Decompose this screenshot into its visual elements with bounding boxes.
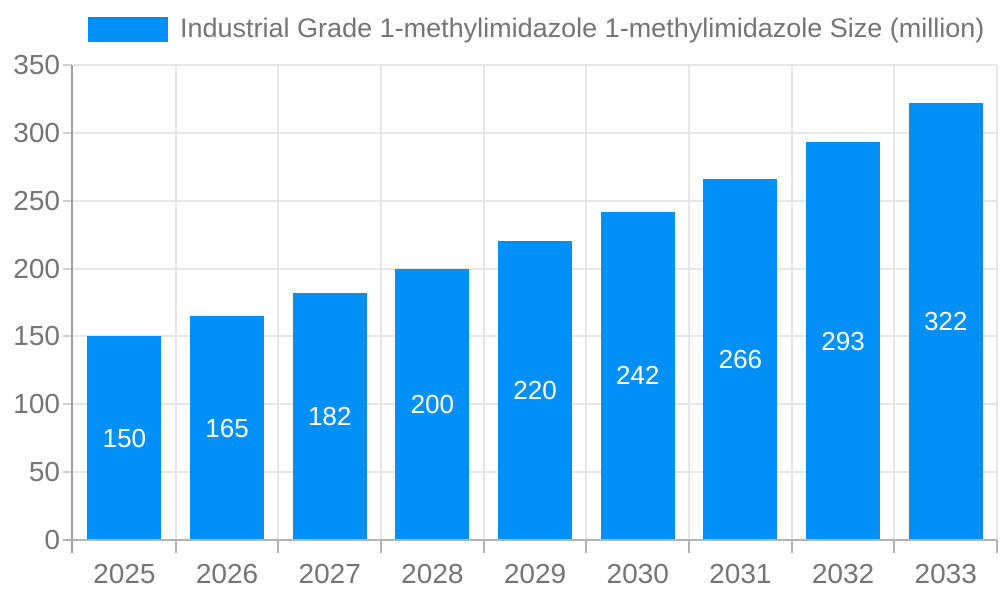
x-tick-mark [688, 540, 690, 553]
y-axis-label: 350 [13, 49, 60, 80]
x-gridline [585, 65, 588, 540]
x-gridline [380, 65, 382, 540]
bar[interactable]: 266 [703, 179, 778, 540]
y-tick-mark [63, 335, 72, 338]
y-gridline [73, 131, 997, 134]
bar[interactable]: 220 [498, 241, 572, 540]
x-gridline [893, 65, 896, 540]
bar[interactable]: 322 [908, 103, 983, 540]
x-tick-mark [380, 540, 382, 553]
bar[interactable]: 150 [87, 336, 162, 540]
x-gridline [688, 65, 690, 540]
y-axis-label: 200 [13, 252, 60, 284]
bar-value-label: 293 [821, 325, 865, 356]
y-axis-label: 100 [13, 388, 60, 420]
x-tick-mark [174, 540, 177, 553]
x-gridline [996, 65, 998, 540]
y-axis-label: 250 [13, 184, 60, 216]
y-tick-mark [63, 471, 72, 474]
x-axis-line [63, 539, 997, 541]
y-gridline [73, 199, 997, 202]
x-axis-label: 2032 [811, 558, 875, 589]
y-axis-label: 50 [28, 456, 60, 488]
y-tick-mark [63, 403, 72, 406]
y-tick-mark [63, 64, 72, 66]
y-gridline [73, 64, 997, 66]
x-gridline [790, 65, 793, 540]
bar[interactable]: 182 [292, 293, 367, 540]
y-tick-mark [63, 267, 72, 270]
x-axis-label: 2027 [298, 558, 361, 589]
bar[interactable]: 242 [600, 211, 675, 540]
y-axis-label: 0 [44, 524, 60, 555]
bar-value-label: 322 [923, 306, 968, 336]
bar-value-label: 220 [513, 375, 557, 406]
x-axis-label: 2026 [195, 558, 259, 589]
x-axis-label: 2033 [914, 558, 977, 589]
x-axis-label: 2030 [606, 558, 669, 589]
x-tick-mark [996, 540, 998, 553]
x-gridline [277, 65, 280, 540]
y-axis-label: 150 [13, 320, 60, 352]
x-gridline [174, 65, 177, 540]
x-axis-label: 2031 [709, 558, 772, 589]
bar-value-label: 150 [102, 422, 147, 453]
x-axis-label: 2028 [401, 558, 464, 589]
y-tick-mark [63, 131, 72, 134]
x-tick-mark [790, 540, 793, 553]
x-gridline [482, 65, 485, 540]
bar-value-label: 200 [410, 388, 455, 419]
legend-swatch [88, 17, 168, 42]
bar[interactable]: 200 [395, 268, 470, 540]
x-tick-mark [482, 540, 485, 553]
bar-value-label: 165 [205, 412, 249, 443]
legend-label: Industrial Grade 1-methylimidazole 1-met… [180, 13, 985, 43]
x-tick-mark [585, 540, 588, 553]
x-axis-label: 2025 [93, 558, 156, 589]
x-axis-label: 2029 [503, 558, 567, 589]
y-tick-mark [63, 199, 72, 202]
y-axis-line [71, 65, 73, 553]
bar-value-label: 242 [615, 360, 660, 391]
x-tick-mark [893, 540, 896, 553]
bar-value-label: 182 [307, 401, 352, 431]
bar-value-label: 266 [718, 344, 763, 374]
bar[interactable]: 293 [806, 142, 880, 540]
x-tick-mark [277, 540, 280, 553]
bar[interactable]: 165 [190, 316, 264, 540]
y-axis-label: 300 [13, 116, 60, 148]
